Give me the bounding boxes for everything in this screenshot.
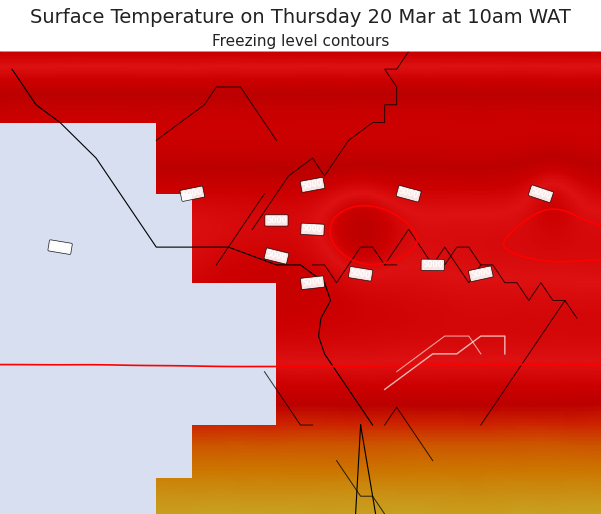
Text: 5000: 5000 xyxy=(266,216,287,225)
Text: 5000: 5000 xyxy=(302,224,323,234)
Text: 5000: 5000 xyxy=(529,186,552,201)
Text: 5000: 5000 xyxy=(49,241,71,253)
Text: 5000: 5000 xyxy=(302,277,323,288)
Text: 5000: 5000 xyxy=(265,249,288,263)
Text: Surface Temperature on Thursday 20 Mar at 10am WAT: Surface Temperature on Thursday 20 Mar a… xyxy=(30,9,571,27)
Text: 5000: 5000 xyxy=(423,260,443,269)
Text: 5000: 5000 xyxy=(350,268,371,280)
Text: 5000: 5000 xyxy=(397,187,420,201)
Text: Freezing level contours: Freezing level contours xyxy=(212,33,389,49)
Text: 5000: 5000 xyxy=(469,267,492,281)
Text: 5000: 5000 xyxy=(302,178,323,191)
Text: 5000: 5000 xyxy=(181,187,204,200)
